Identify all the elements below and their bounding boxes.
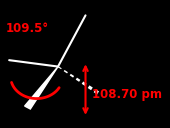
Text: 108.70 pm: 108.70 pm <box>92 88 162 101</box>
Polygon shape <box>25 67 58 109</box>
Text: 109.5°: 109.5° <box>6 22 49 35</box>
